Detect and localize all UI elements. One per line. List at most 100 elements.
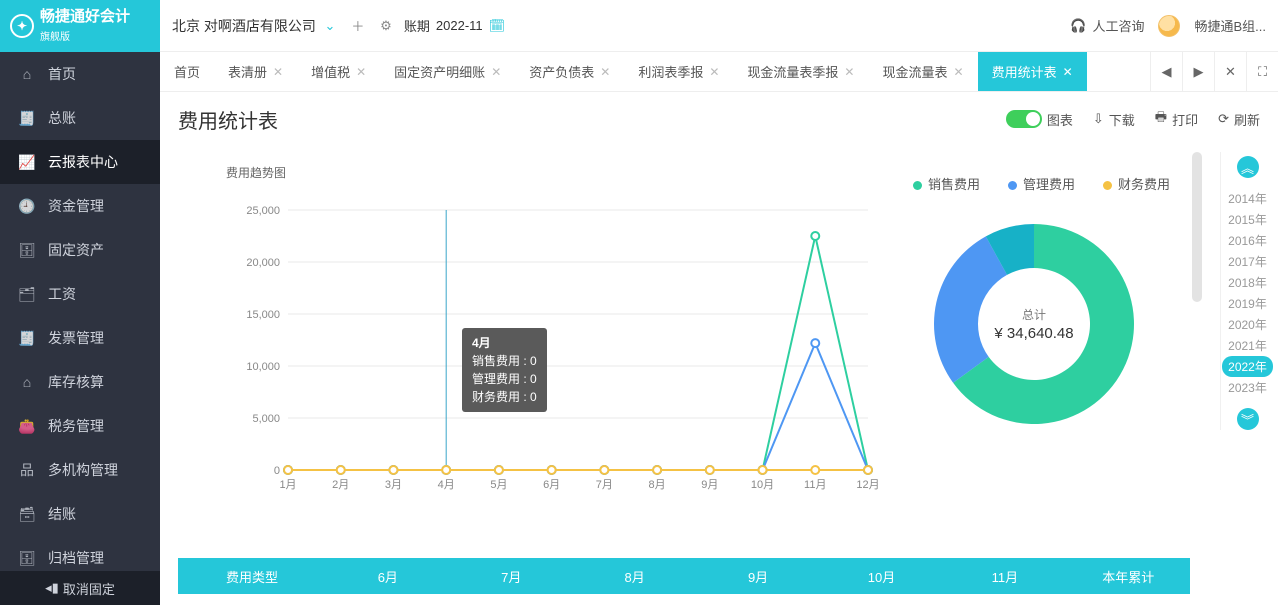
legend-item[interactable]: 销售费用 [913,174,980,193]
close-icon[interactable]: ✕ [356,65,366,79]
tab-7[interactable]: 现金流量表 ✕ [868,52,977,91]
refresh-button[interactable]: ⟳ 刷新 [1218,110,1260,129]
tab-label: 现金流量表 [882,62,947,81]
footer-month[interactable]: 11月 [943,567,1066,586]
close-icon[interactable]: ✕ [600,65,610,79]
consult-link[interactable]: 🎧 人工咨询 [1070,16,1144,35]
download-label: 下载 [1109,110,1135,129]
plus-icon[interactable]: ＋ [344,16,372,35]
sidebar-item-3[interactable]: 🕘资金管理 [0,184,160,228]
sidebar-item-label: 资金管理 [48,196,104,216]
legend-item[interactable]: 财务费用 [1103,174,1170,193]
nav-icon: 🗃 [18,506,36,523]
tab-2[interactable]: 增值税✕ [297,52,380,91]
print-button[interactable]: 🖶 打印 [1155,108,1198,130]
tab-3[interactable]: 固定资产明细账✕ [380,52,515,91]
tab-6[interactable]: 现金流量表季报✕ [733,52,868,91]
close-icon[interactable]: ✕ [709,65,719,79]
download-icon: ⇩ [1093,111,1104,127]
close-icon[interactable]: ✕ [491,65,501,79]
svg-text:6月: 6月 [543,479,560,491]
tab-1[interactable]: 表清册 ✕ [214,52,297,91]
year-option[interactable]: 2021年 [1222,335,1273,356]
topbar: 北京 对啊酒店有限公司 ⌄ ＋ ⚙ 账期 2022-11 🗓 🎧 人工咨询 畅捷… [160,0,1278,52]
footer-month[interactable]: 6月 [326,567,449,586]
tab-label: 费用统计表 [992,62,1057,81]
year-option[interactable]: 2017年 [1222,251,1273,272]
fullscreen-icon[interactable]: ⛶ [1246,52,1278,91]
year-option[interactable]: 2016年 [1222,230,1273,251]
tab-close-all[interactable]: ✕ [1214,52,1246,91]
year-down[interactable]: ︾ [1237,408,1259,430]
year-up[interactable]: ︽ [1237,156,1259,178]
tab-0[interactable]: 首页 [160,52,214,91]
sidebar-item-10[interactable]: 🗃结账 [0,492,160,536]
sidebar-item-1[interactable]: 🧾总账 [0,96,160,140]
sidebar-item-4[interactable]: 🗄固定资产 [0,228,160,272]
calendar-icon[interactable]: 🗓 [489,18,506,34]
close-icon[interactable]: ✕ [273,65,283,79]
year-option[interactable]: 2020年 [1222,314,1273,335]
tab-5[interactable]: 利润表季报✕ [624,52,733,91]
tab-prev[interactable]: ◀ [1150,52,1182,91]
sidebar-item-0[interactable]: ⌂首页 [0,52,160,96]
refresh-label: 刷新 [1234,110,1260,129]
year-option[interactable]: 2019年 [1222,293,1273,314]
sidebar-item-2[interactable]: 📈云报表中心 [0,140,160,184]
unpin-button[interactable]: ◂▮ 取消固定 [0,571,160,605]
close-icon[interactable]: ✕ [844,65,854,79]
sidebar-item-9[interactable]: 品多机构管理 [0,448,160,492]
sidebar-item-8[interactable]: 👛税务管理 [0,404,160,448]
footer-month[interactable]: 7月 [450,567,573,586]
sidebar-item-7[interactable]: ⌂库存核算 [0,360,160,404]
page-header: 费用统计表 图表 ⇩ 下载 🖶 打印 ⟳ 刷新 [160,92,1278,146]
chart-tooltip: 4月 销售费用 : 0 管理费用 : 0 财务费用 : 0 [462,328,547,412]
legend-dot [913,181,922,190]
legend-item[interactable]: 管理费用 [1008,174,1075,193]
sidebar-item-6[interactable]: 🧾发票管理 [0,316,160,360]
svg-text:5,000: 5,000 [252,413,280,425]
avatar[interactable] [1158,15,1180,37]
tab-4[interactable]: 资产负债表✕ [515,52,624,91]
nav-icon: 🗂 [18,286,36,303]
year-option[interactable]: 2015年 [1222,209,1273,230]
scrollbar-thumb[interactable] [1192,152,1202,302]
legend-dot [1008,181,1017,190]
footer-month[interactable]: 8月 [573,567,696,586]
page-title: 费用统计表 [178,105,278,134]
year-option[interactable]: 2022年 [1222,356,1273,377]
tab-next[interactable]: ▶ [1182,52,1214,91]
nav-icon: 🧾 [18,330,36,347]
period-value[interactable]: 2022-11 [436,18,483,33]
sidebar-item-label: 工资 [48,284,76,304]
tabstrip: 首页表清册✕增值税✕固定资产明细账✕资产负债表✕利润表季报✕现金流量表季报✕现金… [160,52,1278,92]
tooltip-row-1: 管理费用 : 0 [472,370,537,388]
sidebar-item-label: 固定资产 [48,240,104,260]
tab-label: 表清册 [228,62,267,81]
consult-label: 人工咨询 [1092,16,1144,35]
nav-icon: 👛 [18,418,36,435]
user-name[interactable]: 畅捷通B组... [1194,16,1266,35]
line-chart: 05,00010,00015,00020,00025,0001月2月3月4月5月… [238,200,888,500]
download-button[interactable]: ⇩ 下载 [1093,110,1135,129]
footer-month[interactable]: 10月 [820,567,943,586]
year-option[interactable]: 2018年 [1222,272,1273,293]
footer-month[interactable]: 9月 [696,567,819,586]
period-label: 账期 [404,16,430,35]
gear-icon[interactable]: ⚙ [372,18,400,34]
company-selector[interactable]: 北京 对啊酒店有限公司 [172,16,316,36]
year-option[interactable]: 2023年 [1222,377,1273,398]
close-icon[interactable]: ✕ [954,65,964,79]
svg-text:7月: 7月 [596,479,613,491]
close-icon[interactable]: ✕ [1063,65,1073,79]
svg-text:9月: 9月 [701,479,718,491]
legend-dot [1103,181,1112,190]
sidebar-item-label: 库存核算 [48,372,104,392]
year-option[interactable]: 2014年 [1222,188,1273,209]
footer-last: 本年累计 [1067,567,1190,586]
chevron-down-icon[interactable]: ⌄ [316,18,344,34]
chart-toggle[interactable]: 图表 [1006,110,1073,129]
svg-text:20,000: 20,000 [246,257,280,269]
sidebar-item-5[interactable]: 🗂 工资 [0,272,160,316]
tab-8[interactable]: 费用统计表 ✕ [978,52,1087,91]
